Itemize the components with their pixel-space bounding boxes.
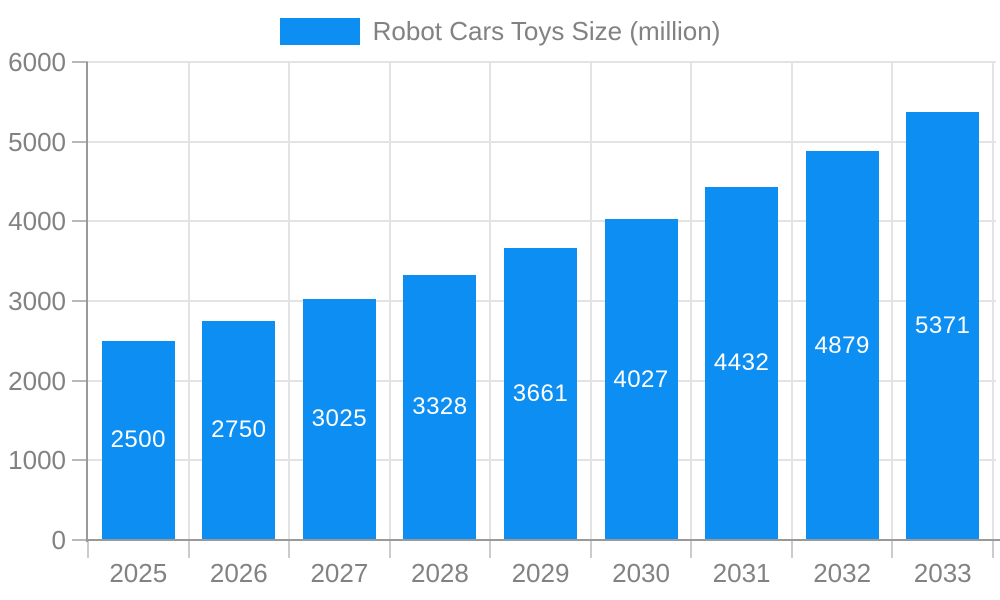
gridline-vertical — [589, 62, 592, 540]
y-axis-label: 5000 — [8, 126, 66, 157]
x-axis-label: 2028 — [411, 558, 469, 588]
y-tick — [72, 220, 88, 223]
y-axis-label: 1000 — [8, 445, 66, 476]
legend-label: Robot Cars Toys Size (million) — [372, 15, 721, 46]
x-tick — [992, 540, 994, 558]
y-tick — [72, 459, 88, 462]
legend[interactable]: Robot Cars Toys Size (million) — [0, 12, 1000, 50]
y-axis-label: 4000 — [8, 206, 66, 237]
bar-value-label: 2750 — [211, 416, 267, 444]
x-tick — [388, 540, 391, 558]
y-tick — [72, 300, 88, 302]
gridline-vertical — [388, 62, 391, 540]
bar-value-label: 4879 — [814, 331, 870, 359]
bar-value-label: 4432 — [713, 349, 770, 377]
x-tick — [891, 540, 894, 558]
gridline-vertical — [288, 62, 291, 540]
x-tick — [790, 540, 793, 558]
y-axis-label: 0 — [51, 525, 66, 555]
bar-value-label: 3328 — [412, 393, 468, 421]
x-tick — [187, 540, 190, 558]
gridline-horizontal — [88, 220, 996, 223]
legend-swatch — [279, 17, 360, 45]
bar[interactable]: 4432 — [705, 186, 779, 540]
x-axis-label: 2029 — [511, 558, 570, 588]
gridline-horizontal — [88, 140, 996, 143]
bar[interactable]: 3661 — [504, 248, 577, 540]
gridline-vertical — [992, 62, 994, 540]
x-tick — [87, 540, 89, 558]
bar-value-label: 2500 — [110, 426, 166, 454]
x-tick — [489, 540, 492, 558]
x-axis-label: 2025 — [109, 558, 168, 588]
bar-value-label: 4027 — [613, 365, 669, 393]
bar[interactable]: 4027 — [604, 219, 678, 540]
y-tick — [72, 379, 88, 382]
gridline-vertical — [690, 62, 693, 540]
y-axis-label: 3000 — [8, 286, 66, 316]
bar-value-label: 5371 — [915, 312, 971, 340]
x-axis-label: 2027 — [310, 558, 369, 588]
x-axis-label: 2030 — [612, 558, 670, 588]
bar-value-label: 3025 — [311, 405, 368, 433]
bar[interactable]: 5371 — [906, 112, 980, 540]
y-axis-label: 6000 — [8, 47, 66, 77]
x-axis-label: 2033 — [913, 558, 972, 588]
gridline-horizontal — [88, 61, 996, 63]
x-axis-line — [86, 539, 1000, 541]
x-tick — [589, 540, 592, 558]
bar[interactable]: 3328 — [403, 274, 477, 540]
x-axis-label: 2032 — [813, 558, 872, 588]
y-tick — [72, 140, 88, 143]
x-tick — [690, 540, 693, 558]
gridline-vertical — [790, 62, 793, 540]
y-axis-line — [86, 62, 88, 542]
gridline-vertical — [891, 62, 894, 540]
x-tick — [288, 540, 291, 558]
gridline-vertical — [187, 62, 190, 540]
y-tick — [72, 61, 88, 63]
bar-value-label: 3661 — [512, 380, 569, 408]
bar[interactable]: 4879 — [805, 151, 879, 540]
x-axis-label: 2031 — [712, 558, 771, 588]
y-tick — [72, 539, 88, 541]
bar[interactable]: 2500 — [101, 340, 175, 540]
y-axis-label: 2000 — [8, 365, 66, 396]
bar[interactable]: 2750 — [202, 320, 276, 540]
gridline-vertical — [489, 62, 492, 540]
bar[interactable]: 3025 — [302, 299, 376, 540]
x-axis-label: 2026 — [209, 558, 268, 588]
